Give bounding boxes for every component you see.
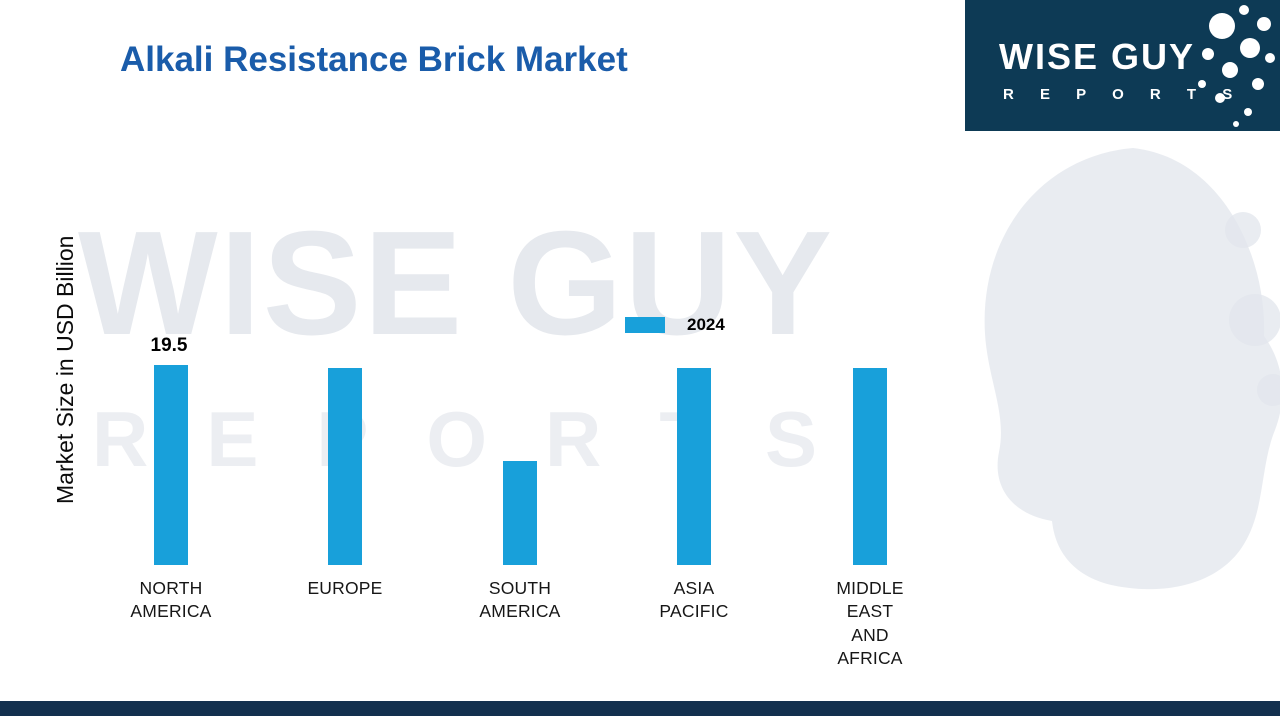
watermark-line1: WISE GUY [78,201,835,366]
bar [503,461,537,565]
legend-label: 2024 [687,315,725,334]
footer-bar [0,701,1280,716]
face-watermark [984,148,1280,590]
bar-value-label: 19.5 [150,335,188,356]
legend: 2024 [625,315,725,335]
category-label: SOUTH AMERICA [479,578,561,622]
category-label: MIDDLE EAST AND AFRICA [836,578,904,668]
category-label: NORTH AMERICA [130,578,212,622]
bar [328,368,362,565]
legend-swatch [625,317,665,333]
logo-tagline: R E P O R T S [1003,86,1244,103]
category-label: ASIA PACIFIC [659,578,729,622]
bar [154,365,188,565]
logo-face-dots-icon [1198,5,1275,127]
bar [853,368,887,565]
page-title: Alkali Resistance Brick Market [120,40,628,79]
y-axis-label: Market Size in USD Billion [52,235,78,505]
logo-name: WISE GUY [999,36,1196,77]
bar [677,368,711,565]
category-label: EUROPE [307,578,383,598]
logo: WISE GUY R E P O R T S [965,0,1280,131]
